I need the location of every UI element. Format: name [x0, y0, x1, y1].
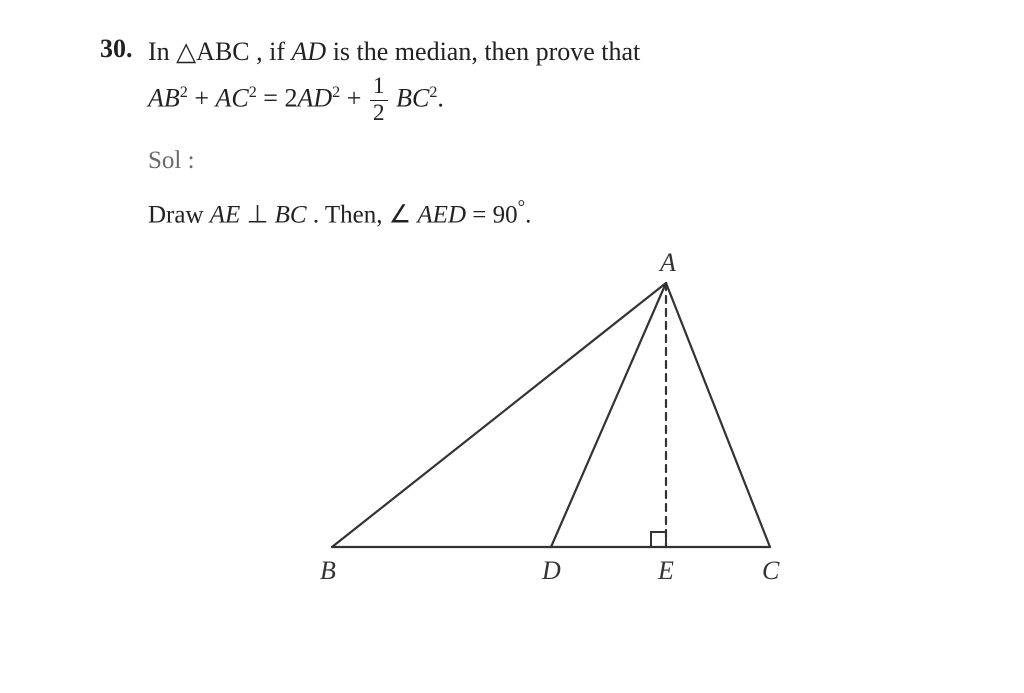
svg-text:A: A	[658, 248, 676, 277]
equation-line: AB2 + AC2 = 2AD2 + 1 2 BC2.	[148, 75, 964, 125]
txt-if: , if	[256, 37, 291, 66]
svg-text:C: C	[762, 556, 780, 585]
degree-symbol: °	[518, 197, 526, 218]
eq-ac-exp: 2	[249, 84, 257, 101]
eq-ad: AD	[297, 84, 332, 113]
txt-in: In	[148, 37, 176, 66]
eq-90: = 90	[472, 201, 517, 228]
eq-equals: = 2	[263, 84, 297, 113]
solution-label: Sol :	[148, 147, 964, 175]
eq-bc: BC	[396, 84, 429, 113]
fraction-half: 1 2	[370, 75, 388, 125]
page: 30. In △ABC , if AD is the median, then …	[0, 0, 1024, 693]
svg-text:D: D	[541, 556, 561, 585]
segment-ad: AD	[292, 37, 327, 66]
txt-then: . Then,	[313, 201, 389, 228]
question-number: 30.	[100, 34, 148, 64]
fraction-num: 1	[370, 75, 388, 100]
txt-draw: Draw	[148, 201, 210, 228]
eq-plus-2: +	[347, 84, 368, 113]
angle-symbol: ∠	[389, 201, 411, 228]
eq-ab: AB	[148, 84, 180, 113]
fraction-den: 2	[370, 101, 388, 125]
svg-text:B: B	[320, 556, 336, 585]
eq-period: .	[437, 84, 444, 113]
final-period: .	[525, 201, 531, 228]
construction-line: Draw AE ⊥ BC . Then, ∠ AED = 90°.	[148, 197, 964, 229]
triangle-figure: A B C D E	[272, 235, 792, 595]
figure-wrapper: A B C D E	[100, 235, 964, 600]
angle-aed: AED	[417, 201, 466, 228]
segment-ae: AE	[210, 201, 241, 228]
problem-row-1: 30. In △ABC , if AD is the median, then …	[100, 34, 964, 69]
perp-symbol: ⊥	[247, 201, 269, 228]
txt-median: is the median, then prove that	[333, 37, 641, 66]
eq-ab-exp: 2	[180, 84, 188, 101]
eq-plus-1: +	[194, 84, 215, 113]
segment-bc: BC	[275, 201, 307, 228]
eq-ad-exp: 2	[332, 84, 340, 101]
question-text-line-1: In △ABC , if AD is the median, then prov…	[148, 34, 640, 69]
svg-text:E: E	[657, 556, 674, 585]
triangle-abc: △ABC	[176, 37, 249, 66]
eq-ac: AC	[216, 84, 249, 113]
